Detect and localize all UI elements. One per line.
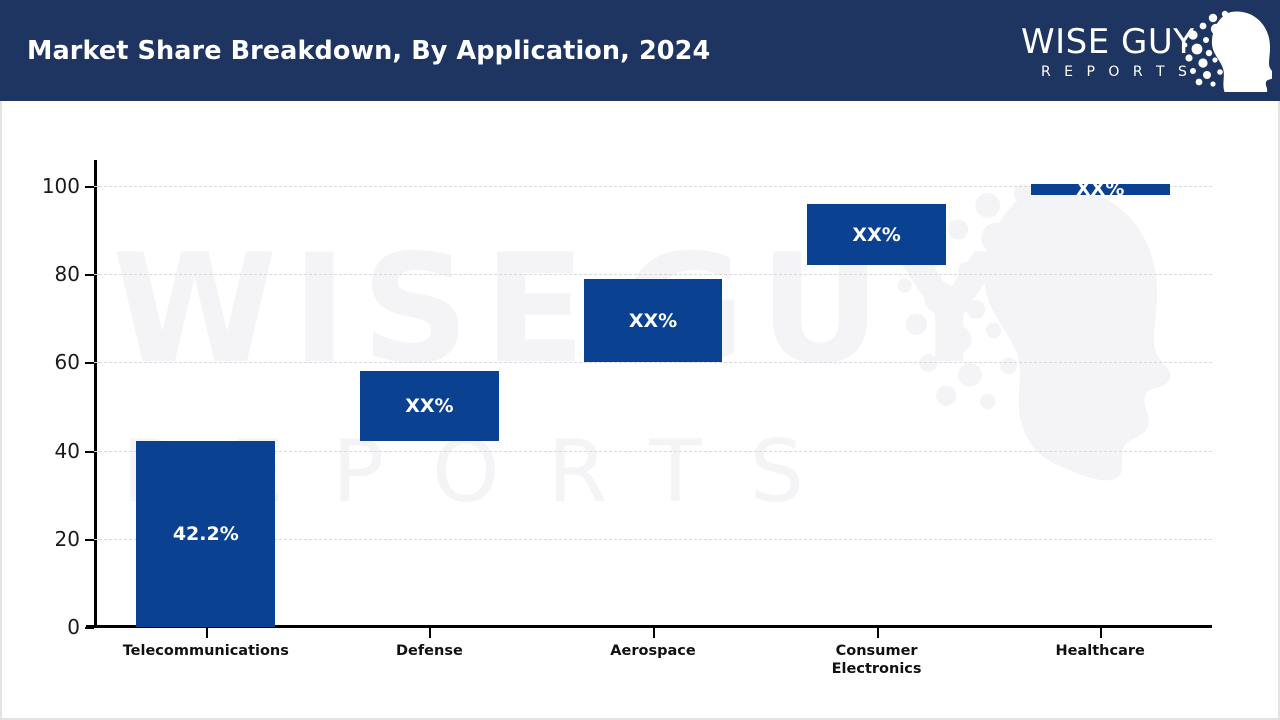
x-tick-label: Aerospace (610, 643, 696, 659)
x-tick-label: Healthcare (1055, 643, 1145, 659)
y-tick-label: 0 (67, 615, 80, 639)
gridline (94, 362, 1212, 364)
y-tick-label: 60 (54, 350, 80, 375)
plot-inner: 0 20 40 60 80 100 42.2% XX% XX% XX% XX% Telecommu… (42, 160, 1212, 677)
page-header: Market Share Breakdown, By Application, … (0, 0, 1280, 101)
gridline (94, 186, 1212, 187)
x-tick-mark (653, 627, 655, 638)
wise-guy-reports-logo: WISE GUY R E P O R T S (1017, 8, 1272, 92)
bar-value-label: XX% (1076, 178, 1125, 201)
y-tick-mark (85, 450, 94, 453)
gridline (94, 274, 1212, 276)
bar-value-label: 42.2% (172, 522, 239, 545)
x-tick-label: Telecommunications (122, 643, 289, 659)
page-title: Market Share Breakdown, By Application, … (27, 36, 711, 66)
x-tick-mark (205, 627, 208, 638)
logo-text-line1: WISE GUY (1021, 22, 1195, 62)
bar[interactable] (1030, 183, 1170, 195)
x-tick-mark (429, 627, 432, 638)
x-tick-label: Consumer Electronics (831, 643, 922, 677)
y-tick-mark (85, 362, 94, 365)
y-tick-mark (85, 627, 94, 629)
y-tick-mark (85, 186, 94, 188)
logo-text-line2: R E P O R T S (1041, 64, 1191, 80)
y-tick-label: 20 (54, 526, 80, 551)
bar[interactable] (360, 371, 499, 441)
y-tick-label: 80 (54, 262, 80, 287)
plot-area: 0 20 40 60 80 100 42.2% XX% XX% XX% XX% Telecommu… (42, 160, 1212, 677)
chart-panel: WISE GUY REPORTS (0, 101, 1280, 720)
x-tick-mark (1100, 627, 1103, 638)
y-tick-label: 40 (54, 438, 80, 463)
bar[interactable] (583, 278, 723, 363)
bar-value-label: XX% (405, 395, 454, 418)
y-tick-mark (85, 538, 94, 541)
gridline (94, 538, 1212, 540)
y-tick-label: 100 (41, 174, 80, 198)
x-tick-mark (876, 627, 879, 638)
x-tick-label: Defense (395, 643, 463, 659)
x-axis-line (86, 625, 1212, 628)
y-axis-line (94, 160, 97, 627)
y-tick-mark (85, 274, 94, 277)
bar[interactable] (136, 440, 276, 627)
gridline (94, 450, 1212, 452)
bar-value-label: XX% (852, 223, 901, 246)
bar-value-label: XX% (628, 309, 678, 332)
bar[interactable] (807, 203, 946, 266)
